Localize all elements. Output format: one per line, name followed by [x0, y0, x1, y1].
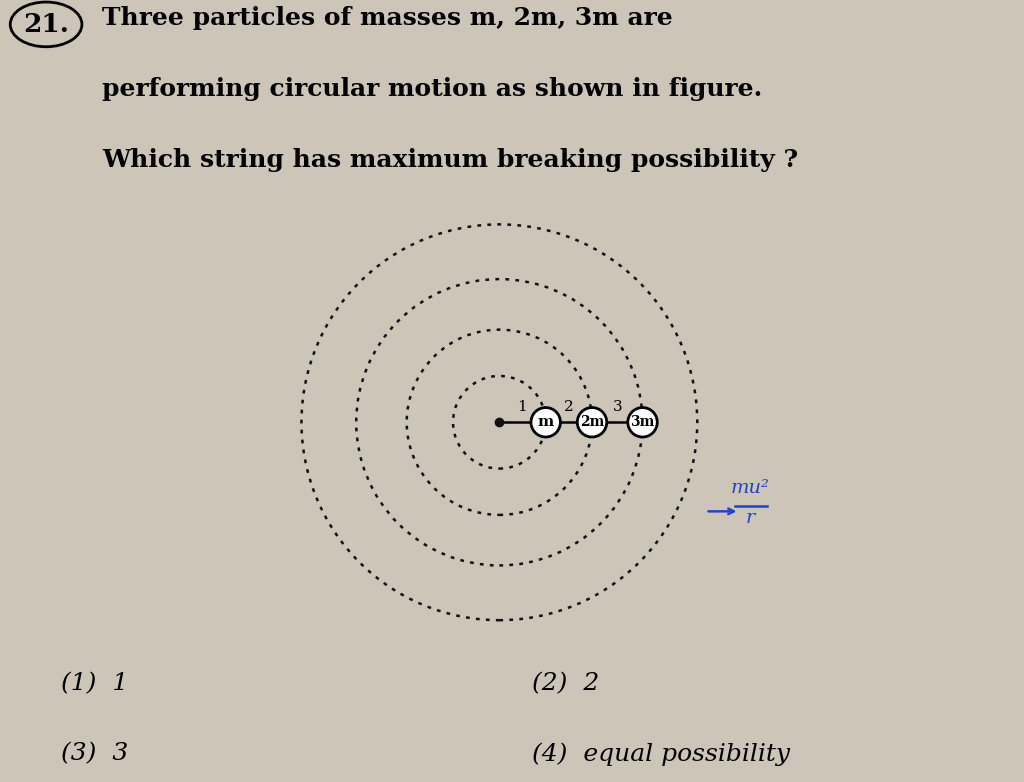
Text: m: m: [538, 415, 554, 429]
Text: (4)  equal possibility: (4) equal possibility: [532, 742, 791, 766]
Text: performing circular motion as shown in figure.: performing circular motion as shown in f…: [102, 77, 763, 101]
Circle shape: [628, 407, 657, 437]
Text: 2m: 2m: [580, 415, 604, 429]
Text: (1)  1: (1) 1: [61, 672, 129, 695]
Text: (2)  2: (2) 2: [532, 672, 600, 695]
Text: 21.: 21.: [24, 12, 69, 37]
Circle shape: [531, 407, 560, 437]
Circle shape: [578, 407, 607, 437]
Text: 3: 3: [612, 400, 623, 414]
Text: (3)  3: (3) 3: [61, 742, 129, 766]
Text: mu²: mu²: [731, 479, 770, 497]
Text: r: r: [745, 509, 755, 527]
Text: 3m: 3m: [631, 415, 654, 429]
Text: Which string has maximum breaking possibility ?: Which string has maximum breaking possib…: [102, 149, 799, 172]
Text: 1: 1: [517, 400, 527, 414]
Text: Three particles of masses m, 2m, 3m are: Three particles of masses m, 2m, 3m are: [102, 6, 673, 30]
Text: 2: 2: [563, 400, 573, 414]
